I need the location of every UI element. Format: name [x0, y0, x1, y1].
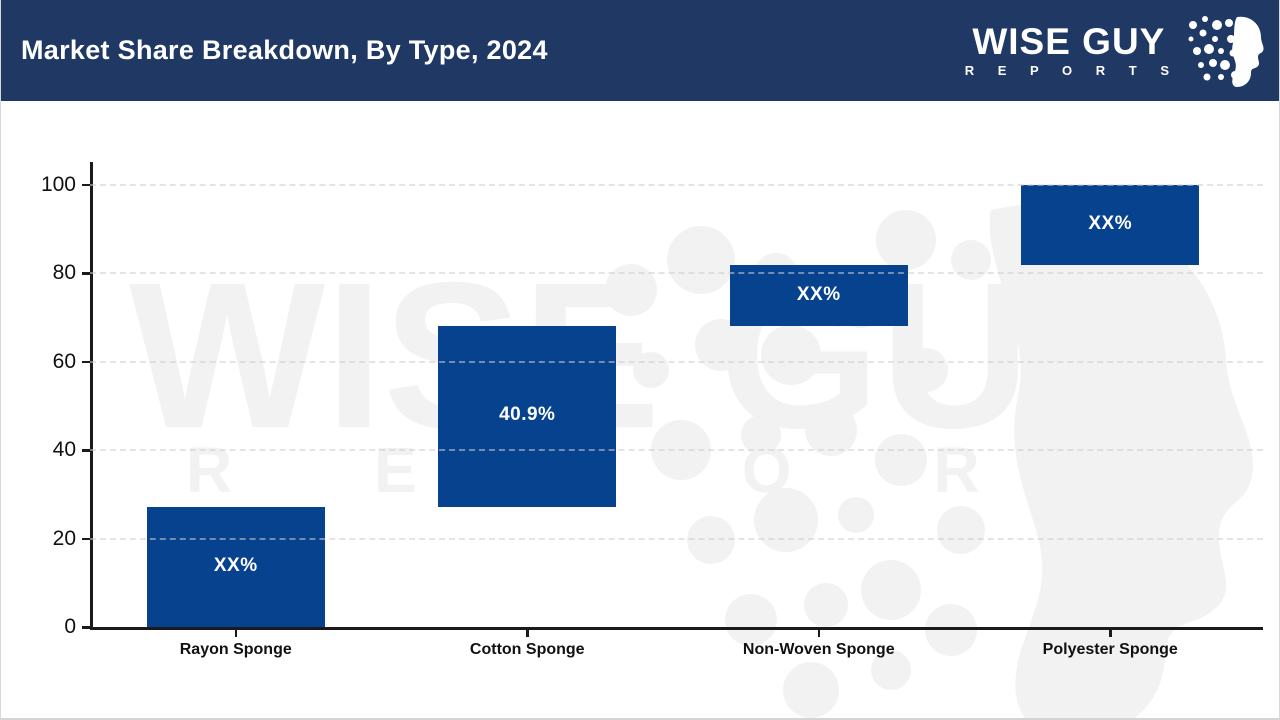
market-share-chart: 0 20 40 60 80 100 XX% Rayon Sponge 40.9% Cotton S…: [1, 101, 1279, 718]
bar-non-woven-sponge: [729, 265, 908, 326]
x-tick-mark-0: [234, 629, 238, 637]
brand-subtitle: R E P O R T S: [964, 63, 1179, 78]
brand-logo: WISE GUY R E P O R T S: [959, 11, 1279, 91]
bar-value-label-3: XX%: [1088, 212, 1133, 234]
bar-polyester-sponge: [1021, 184, 1200, 266]
y-tick-mark-80: [82, 272, 90, 275]
x-tick-mark-3: [1109, 629, 1112, 637]
x-tick-label-3: Polyester Sponge: [1042, 641, 1178, 658]
y-tick-label-60: 60: [52, 349, 76, 373]
y-tick-label-0: 0: [64, 615, 76, 638]
header-bar: Market Share Breakdown, By Type, 2024 WI…: [1, 0, 1279, 101]
x-tick-label-1: Cotton Sponge: [469, 641, 585, 658]
y-tick-label-20: 20: [52, 526, 76, 550]
bar-rayon-sponge: [146, 506, 325, 627]
watermark-face-icon: [605, 203, 1253, 718]
y-tick-label-40: 40: [52, 438, 76, 461]
bar-value-label-2: XX%: [796, 283, 841, 305]
bar-cotton-sponge: [438, 325, 617, 507]
gridline-20: [90, 537, 1263, 540]
gridline-40: [90, 449, 1263, 451]
dotted-head-profile-icon: [1188, 15, 1264, 87]
y-axis-line: [90, 162, 93, 629]
y-tick-label-100: 100: [40, 172, 76, 196]
y-tick-mark-100: [82, 183, 90, 186]
gridline-80: [90, 272, 1263, 274]
x-tick-mark-2: [817, 629, 821, 637]
gridline-60: [90, 360, 1263, 363]
y-tick-mark-60: [82, 360, 90, 363]
x-tick-mark-1: [526, 629, 529, 637]
y-tick-mark-40: [82, 449, 90, 452]
bar-value-label-0: XX%: [213, 554, 258, 576]
gridline-100: [90, 183, 1263, 186]
page-title: Market Share Breakdown, By Type, 2024: [21, 35, 548, 65]
brand-logo-text: WISE GUY R E P O R T S: [959, 23, 1179, 78]
x-tick-label-2: Non-Woven Sponge: [742, 641, 895, 658]
brand-name: WISE GUY: [972, 21, 1166, 62]
y-tick-mark-20: [82, 537, 90, 540]
x-tick-label-0: Rayon Sponge: [179, 641, 292, 658]
y-tick-label-80: 80: [52, 261, 76, 284]
x-axis-line: [90, 627, 1263, 630]
y-tick-mark-0: [82, 626, 90, 629]
bar-value-label-1: 40.9%: [499, 404, 556, 426]
